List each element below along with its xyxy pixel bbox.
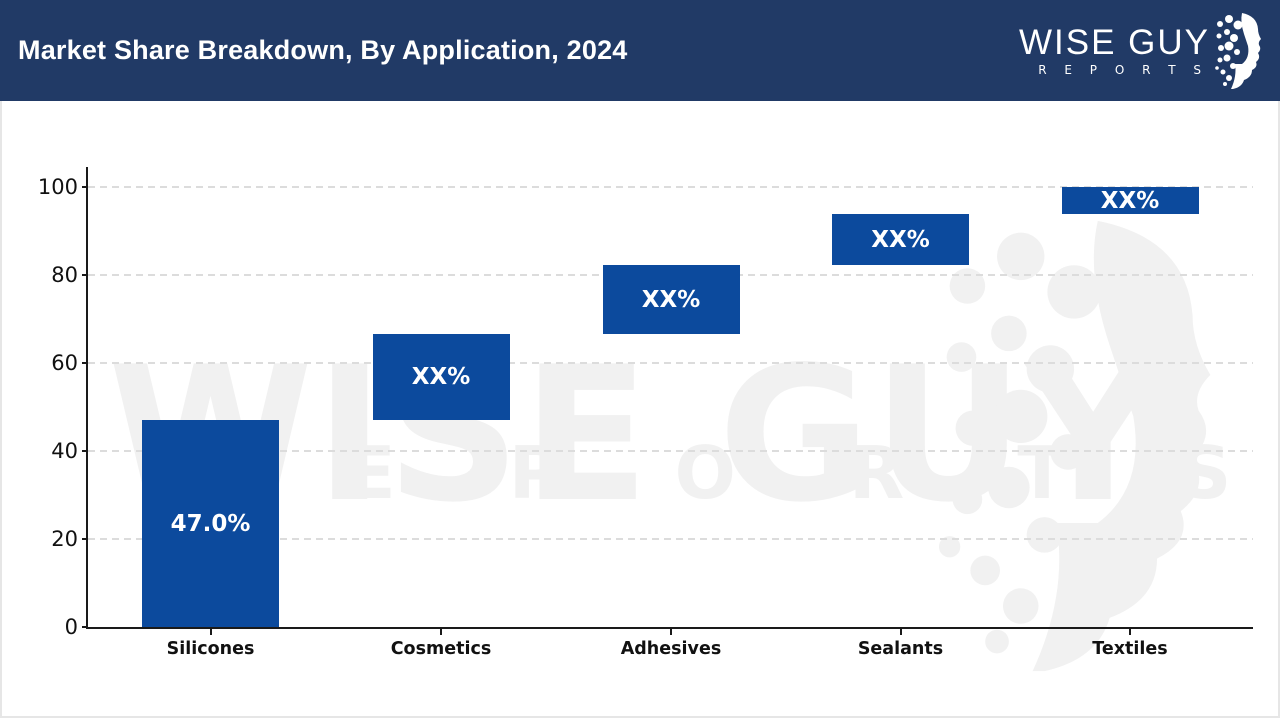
y-tick-mark bbox=[82, 450, 87, 452]
x-tick-mark bbox=[1129, 629, 1131, 635]
gridline bbox=[88, 450, 1253, 452]
x-tick-mark bbox=[670, 629, 672, 635]
category-label: Adhesives bbox=[620, 639, 722, 659]
gridline bbox=[88, 186, 1253, 188]
brand-logo: WISE GUY R E P O R T S bbox=[1019, 12, 1266, 90]
y-tick-label: 0 bbox=[64, 615, 78, 639]
left-border bbox=[0, 101, 2, 717]
page-title: Market Share Breakdown, By Application, … bbox=[18, 35, 628, 65]
category-label: Cosmetics bbox=[390, 639, 492, 659]
bottom-border bbox=[0, 716, 1280, 718]
x-tick-mark bbox=[440, 629, 442, 635]
bar: XX% bbox=[372, 334, 510, 421]
bar-value-label: XX% bbox=[871, 226, 930, 253]
category-label: Sealants bbox=[857, 639, 944, 659]
y-tick-label: 60 bbox=[51, 351, 78, 375]
header-bar: Market Share Breakdown, By Application, … bbox=[0, 0, 1280, 101]
y-tick-mark bbox=[82, 626, 87, 628]
y-tick-mark bbox=[82, 362, 87, 364]
y-tick-label: 80 bbox=[51, 263, 78, 287]
x-tick-mark bbox=[209, 629, 212, 635]
x-axis bbox=[86, 627, 1253, 629]
bar-value-label: XX% bbox=[411, 364, 471, 391]
y-tick-mark bbox=[82, 186, 87, 188]
brand-logo-text: WISE GUY R E P O R T S bbox=[1019, 25, 1210, 76]
right-border bbox=[1278, 101, 1280, 717]
category-label: Silicones bbox=[166, 639, 255, 659]
y-tick-label: 20 bbox=[51, 527, 78, 551]
brand-face-icon bbox=[1215, 12, 1261, 89]
gridline bbox=[88, 538, 1253, 540]
gridline bbox=[88, 362, 1253, 364]
bar: XX% bbox=[832, 214, 969, 265]
x-tick-mark bbox=[899, 629, 902, 635]
bar-value-label: 47.0% bbox=[170, 510, 251, 537]
brand-subtitle: R E P O R T S bbox=[1038, 63, 1208, 77]
bar-value-label: XX% bbox=[641, 286, 701, 313]
y-tick-mark bbox=[82, 538, 87, 540]
y-axis bbox=[86, 167, 88, 629]
bar: XX% bbox=[1061, 187, 1199, 215]
category-label: Textiles bbox=[1092, 639, 1168, 659]
y-tick-label: 100 bbox=[37, 175, 78, 199]
bar-value-label: XX% bbox=[1100, 187, 1160, 214]
bar: XX% bbox=[602, 264, 740, 335]
y-tick-mark bbox=[82, 274, 87, 276]
y-tick-label: 40 bbox=[51, 439, 78, 463]
bar: 47.0% bbox=[142, 420, 279, 627]
brand-name: WISE GUY bbox=[1018, 23, 1210, 62]
